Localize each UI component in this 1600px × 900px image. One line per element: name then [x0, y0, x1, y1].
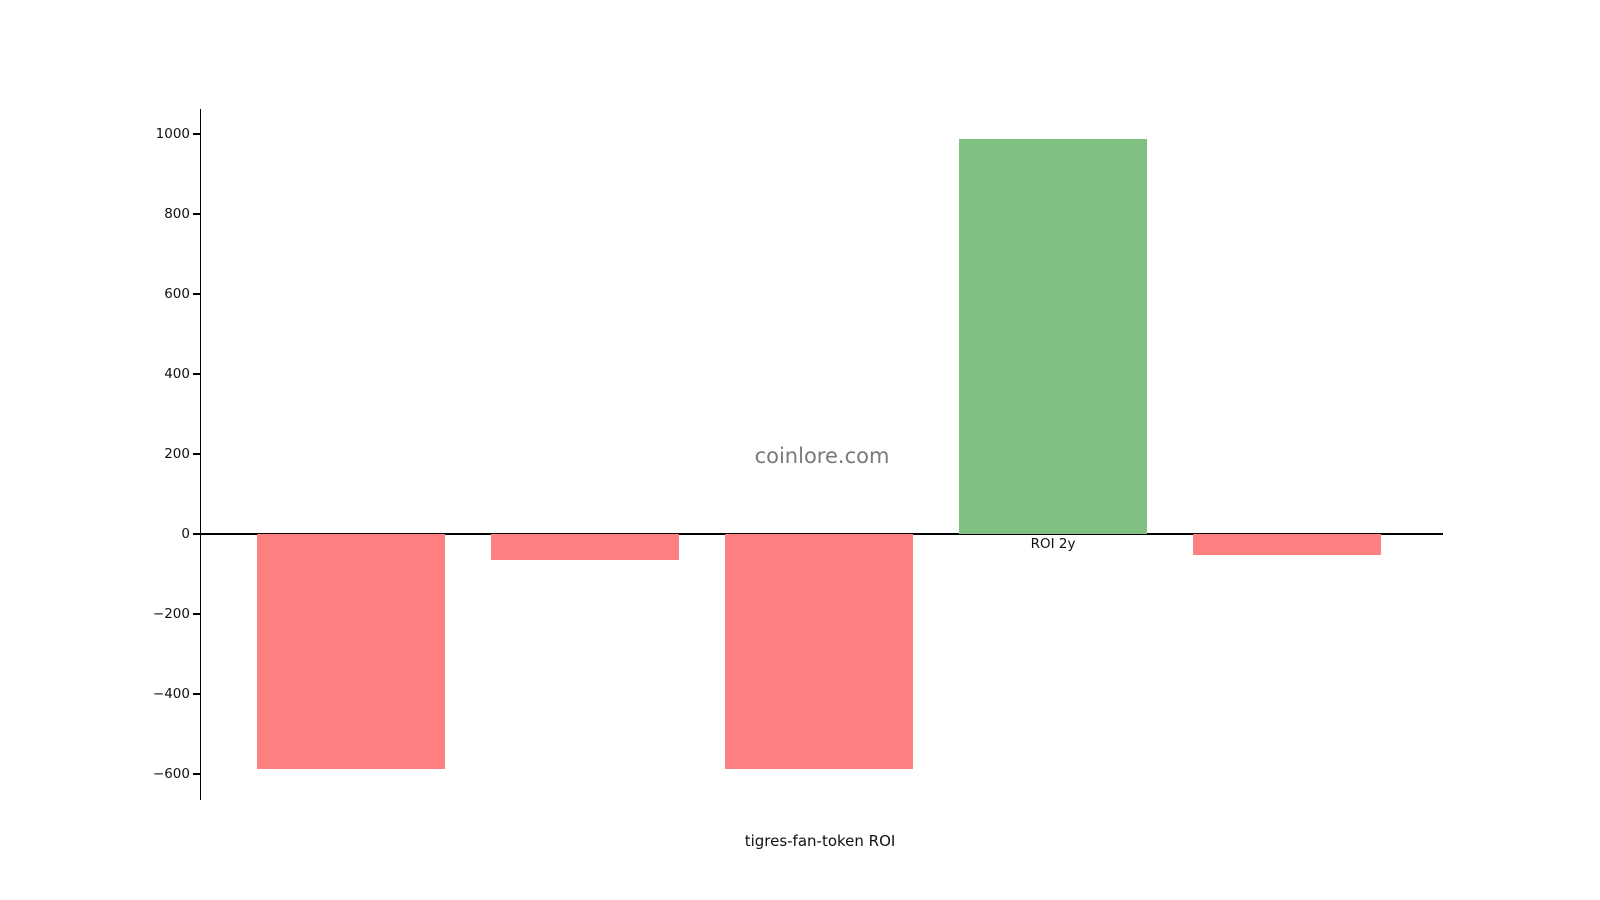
- y-tick-label: −400: [152, 686, 190, 703]
- y-tick-label: 0: [181, 526, 190, 543]
- y-tick-mark: [192, 693, 200, 695]
- y-tick-mark: [192, 213, 200, 215]
- x-category-label: ROI 2y: [1030, 535, 1076, 552]
- y-tick-label: 1000: [155, 126, 190, 143]
- chart-title: tigres-fan-token ROI: [744, 832, 896, 850]
- y-tick-mark: [192, 293, 200, 295]
- y-tick-label: 200: [164, 446, 190, 463]
- y-tick-mark: [192, 133, 200, 135]
- y-tick-mark: [192, 453, 200, 455]
- y-tick-mark: [192, 373, 200, 375]
- bar-roi-2y: [959, 139, 1147, 535]
- y-axis-line: [199, 109, 201, 800]
- y-tick-mark: [192, 773, 200, 775]
- bar-series-2: [491, 534, 679, 561]
- bar-series-5: [1193, 534, 1381, 556]
- y-tick-mark: [192, 613, 200, 615]
- y-tick-label: −600: [152, 766, 190, 782]
- watermark: coinlore.com: [754, 443, 890, 468]
- bar-series-3: [725, 534, 913, 769]
- y-tick-label: 800: [164, 206, 190, 223]
- bar-series-1: [257, 534, 445, 769]
- y-tick-label: −200: [152, 606, 190, 623]
- y-tick-mark: [192, 533, 200, 535]
- y-tick-label: 600: [164, 286, 190, 303]
- y-tick-label: 400: [164, 366, 190, 383]
